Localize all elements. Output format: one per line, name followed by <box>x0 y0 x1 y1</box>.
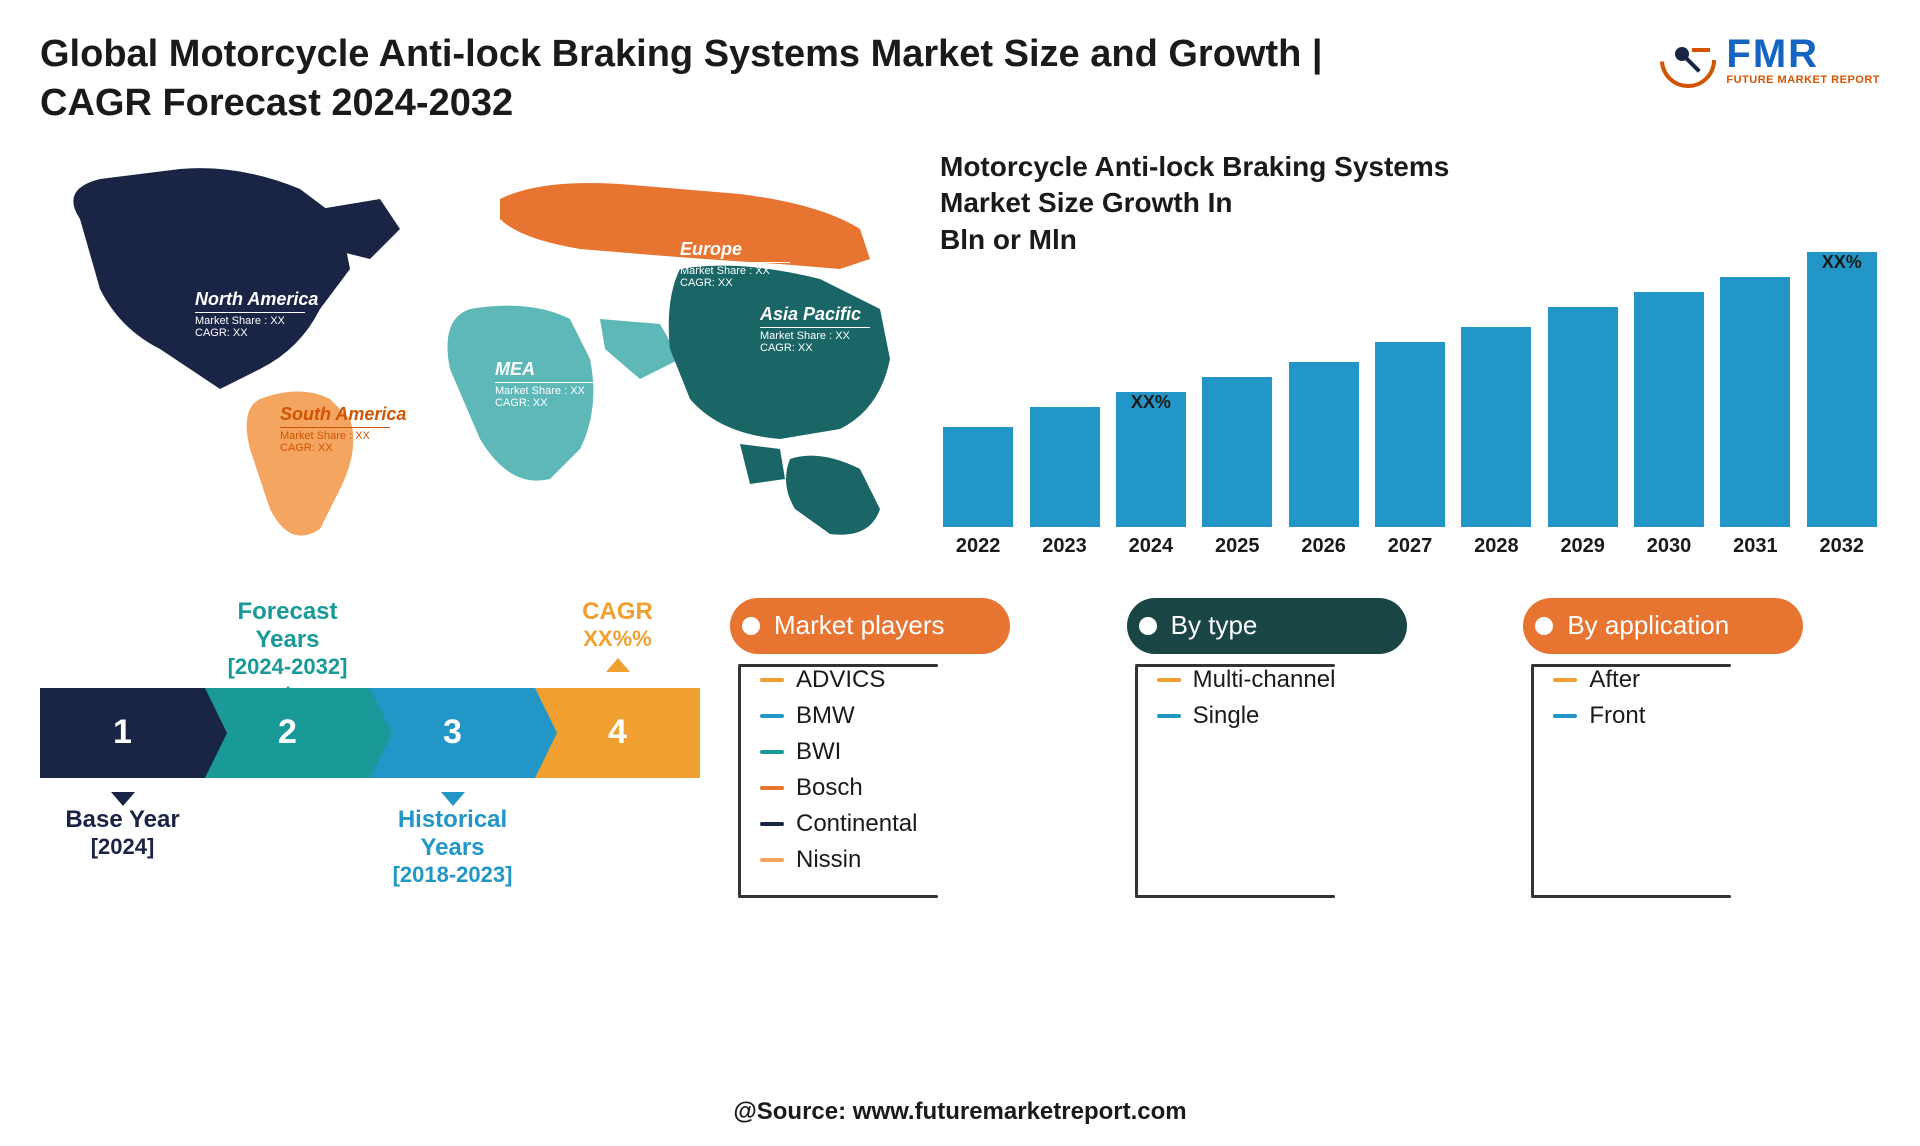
cat-dash-icon <box>1553 678 1577 682</box>
timeline: Forecast Years [2024-2032] CAGR XX%% 123… <box>40 598 700 906</box>
logo: FMR FUTURE MARKET REPORT <box>1658 30 1880 90</box>
region-label-europe: Europe Market Share : XX CAGR: XX <box>680 239 790 289</box>
cat-item: After <box>1553 666 1880 694</box>
cat-title: By application <box>1567 610 1729 641</box>
timeline-top-labels: Forecast Years [2024-2032] CAGR XX%% <box>40 598 700 678</box>
timeline-bottom-labels: Base Year [2024] Historical Years [2018-… <box>40 786 700 906</box>
region-label-north-america: North America Market Share : XX CAGR: XX <box>195 289 318 339</box>
circle-icon <box>1535 617 1553 635</box>
cat-dash-icon <box>760 714 784 718</box>
circle-icon <box>742 617 760 635</box>
cat-dash-icon <box>760 786 784 790</box>
category-by-type: By type Multi-channel Single <box>1127 598 1484 906</box>
chart-title-l3: Bln or Mln <box>940 224 1077 255</box>
bar-2022: 2022 <box>940 427 1016 558</box>
cat-bracket: After Front <box>1523 666 1880 896</box>
cat-pill: By application <box>1523 598 1803 654</box>
bottom-section: Forecast Years [2024-2032] CAGR XX%% 123… <box>40 598 1880 906</box>
cat-title: By type <box>1171 610 1258 641</box>
logo-icon <box>1658 30 1718 90</box>
bar-2024: XX% 2024 <box>1113 392 1189 558</box>
cat-dash-icon <box>1553 714 1577 718</box>
bar-2027: 2027 <box>1372 342 1448 558</box>
cat-item: BWI <box>760 738 1087 766</box>
bars-container: 2022 2023XX% 2024 2025 2026 2027 2028 20… <box>940 278 1880 558</box>
timeline-label-forecast-years: Forecast Years [2024-2032] <box>205 598 370 700</box>
timeline-seg-4: 4 <box>535 688 700 778</box>
bar-2023: 2023 <box>1026 407 1102 558</box>
cat-item-label: BMW <box>796 702 855 730</box>
mid-section: North America Market Share : XX CAGR: XX… <box>40 149 1880 558</box>
cat-dash-icon <box>760 750 784 754</box>
cat-item: Bosch <box>760 774 1087 802</box>
bar-2029: 2029 <box>1545 307 1621 558</box>
category-by-application: By application After Front <box>1523 598 1880 906</box>
cat-dash-icon <box>1157 678 1181 682</box>
cat-pill: Market players <box>730 598 1010 654</box>
cat-bracket: Multi-channel Single <box>1127 666 1484 896</box>
region-label-south-america: South America Market Share : XX CAGR: XX <box>280 404 406 454</box>
world-map: North America Market Share : XX CAGR: XX… <box>40 149 900 549</box>
cat-dash-icon <box>760 858 784 862</box>
logo-text: FMR FUTURE MARKET REPORT <box>1726 34 1880 86</box>
cat-item-label: Continental <box>796 810 917 838</box>
cat-pill: By type <box>1127 598 1407 654</box>
header: Global Motorcycle Anti-lock Braking Syst… <box>40 30 1880 129</box>
cat-item-label: After <box>1589 666 1640 694</box>
cat-item-label: Nissin <box>796 846 861 874</box>
title-line-1: Global Motorcycle Anti-lock Braking Syst… <box>40 33 1323 75</box>
cat-item: BMW <box>760 702 1087 730</box>
cat-dash-icon <box>1157 714 1181 718</box>
source-attribution: @Source: www.futuremarketreport.com <box>733 1098 1186 1126</box>
bar-2028: 2028 <box>1458 327 1534 558</box>
region-label-asia-pacific: Asia Pacific Market Share : XX CAGR: XX <box>760 304 870 354</box>
cat-item: ADVICS <box>760 666 1087 694</box>
timeline-seg-3: 3 <box>370 688 535 778</box>
title-line-2: CAGR Forecast 2024-2032 <box>40 82 513 124</box>
logo-main: FMR <box>1726 34 1880 74</box>
logo-sub: FUTURE MARKET REPORT <box>1726 74 1880 86</box>
category-market-players: Market players ADVICS BMW BWI Bosch Cont… <box>730 598 1087 906</box>
timeline-seg-1: 1 <box>40 688 205 778</box>
cat-dash-icon <box>760 822 784 826</box>
timeline-label-historical-years: Historical Years [2018-2023] <box>370 786 535 888</box>
cat-item-label: Multi-channel <box>1193 666 1336 694</box>
cat-title: Market players <box>774 610 945 641</box>
timeline-label-base-year: Base Year [2024] <box>40 786 205 860</box>
cat-item-label: Bosch <box>796 774 863 802</box>
bar-2031: 2031 <box>1717 277 1793 558</box>
circle-icon <box>1139 617 1157 635</box>
cat-item-label: Front <box>1589 702 1645 730</box>
chart-title: Motorcycle Anti-lock Braking Systems Mar… <box>940 149 1880 258</box>
page-title: Global Motorcycle Anti-lock Braking Syst… <box>40 30 1323 129</box>
chart-title-l1: Motorcycle Anti-lock Braking Systems <box>940 151 1449 182</box>
cat-item: Continental <box>760 810 1087 838</box>
cat-item-label: Single <box>1193 702 1260 730</box>
cat-item-label: ADVICS <box>796 666 885 694</box>
cat-item: Multi-channel <box>1157 666 1484 694</box>
timeline-bar: 1234 <box>40 688 700 778</box>
cat-item: Front <box>1553 702 1880 730</box>
chart-title-l2: Market Size Growth In <box>940 187 1233 218</box>
bar-2032: XX% 2032 <box>1804 252 1880 558</box>
cat-item: Single <box>1157 702 1484 730</box>
region-label-mea: MEA Market Share : XX CAGR: XX <box>495 359 605 409</box>
cat-bracket: ADVICS BMW BWI Bosch Continental Nissin <box>730 666 1087 896</box>
categories: Market players ADVICS BMW BWI Bosch Cont… <box>730 598 1880 906</box>
bar-2030: 2030 <box>1631 292 1707 558</box>
bar-chart: Motorcycle Anti-lock Braking Systems Mar… <box>940 149 1880 558</box>
timeline-label-cagr: CAGR XX%% <box>535 598 700 672</box>
bar-2026: 2026 <box>1285 362 1361 558</box>
timeline-seg-2: 2 <box>205 688 370 778</box>
cat-dash-icon <box>760 678 784 682</box>
bar-2025: 2025 <box>1199 377 1275 558</box>
cat-item-label: BWI <box>796 738 841 766</box>
cat-item: Nissin <box>760 846 1087 874</box>
